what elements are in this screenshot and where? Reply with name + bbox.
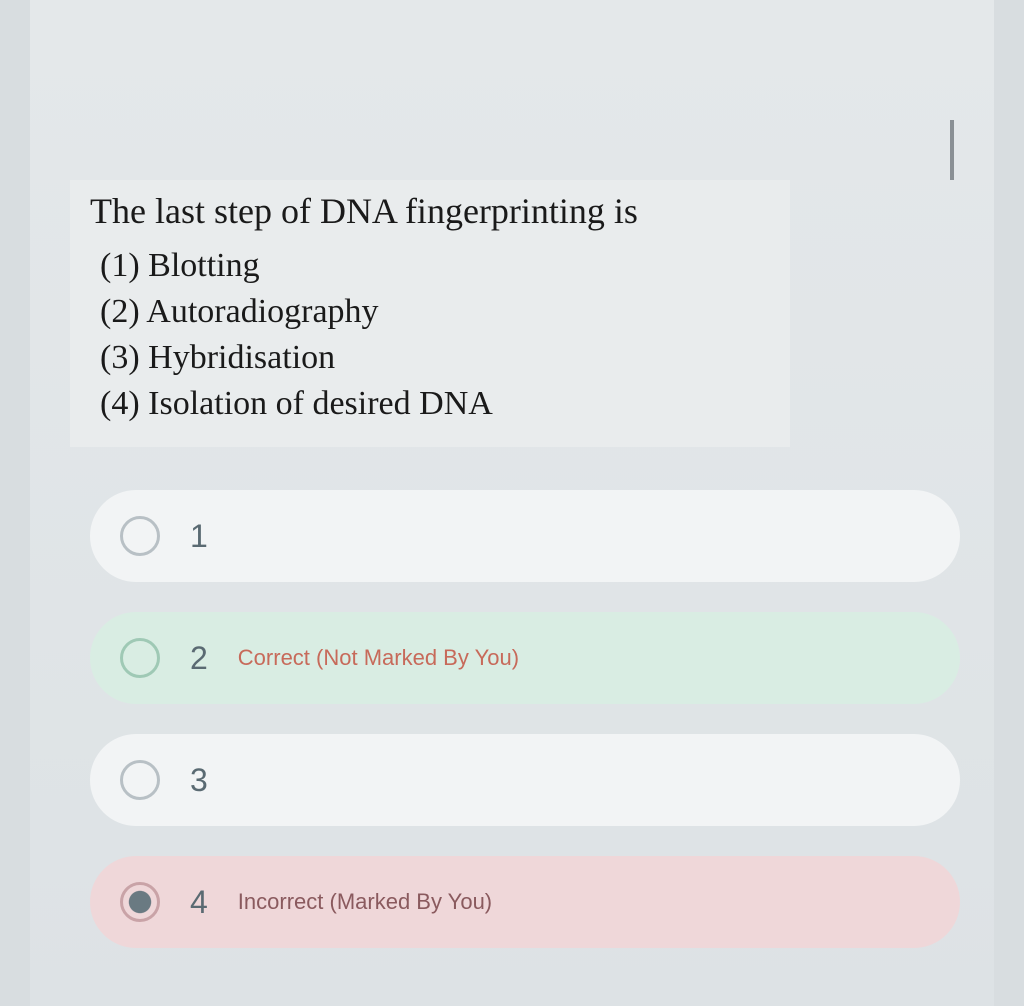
question-box: The last step of DNA fingerprinting is (… bbox=[70, 180, 790, 447]
choice-num-4: (4) bbox=[100, 385, 140, 422]
choice-num-3: (3) bbox=[100, 339, 140, 376]
answer-number: 2 bbox=[190, 640, 208, 677]
answer-option-1[interactable]: 1 bbox=[90, 490, 960, 582]
radio-icon bbox=[120, 516, 160, 556]
answer-number: 3 bbox=[190, 762, 208, 799]
page-edge-mark bbox=[950, 120, 954, 180]
question-choice-4: (4) Isolation of desired DNA bbox=[90, 381, 770, 427]
question-choice-3: (3) Hybridisation bbox=[90, 335, 770, 381]
question-choice-1: (1) Blotting bbox=[90, 243, 770, 289]
answer-number: 4 bbox=[190, 884, 208, 921]
choice-num-2: (2) bbox=[100, 293, 140, 330]
question-text: The last step of DNA fingerprinting is bbox=[90, 190, 770, 233]
answer-tag-correct: Correct (Not Marked By You) bbox=[238, 645, 519, 671]
answer-option-3[interactable]: 3 bbox=[90, 734, 960, 826]
radio-icon bbox=[120, 760, 160, 800]
answer-options-container: 1 2 Correct (Not Marked By You) 3 4 Inco… bbox=[90, 490, 960, 978]
choice-label-2: Autoradiography bbox=[146, 293, 378, 330]
radio-icon-selected bbox=[120, 882, 160, 922]
choice-label-1: Blotting bbox=[148, 247, 259, 284]
answer-number: 1 bbox=[190, 518, 208, 555]
answer-tag-incorrect: Incorrect (Marked By You) bbox=[238, 889, 492, 915]
choice-label-4: Isolation of desired DNA bbox=[148, 385, 493, 422]
choice-num-1: (1) bbox=[100, 247, 140, 284]
page-background: The last step of DNA fingerprinting is (… bbox=[30, 0, 994, 1006]
question-choice-2: (2) Autoradiography bbox=[90, 289, 770, 335]
radio-icon bbox=[120, 638, 160, 678]
answer-option-2[interactable]: 2 Correct (Not Marked By You) bbox=[90, 612, 960, 704]
answer-option-4[interactable]: 4 Incorrect (Marked By You) bbox=[90, 856, 960, 948]
choice-label-3: Hybridisation bbox=[148, 339, 335, 376]
